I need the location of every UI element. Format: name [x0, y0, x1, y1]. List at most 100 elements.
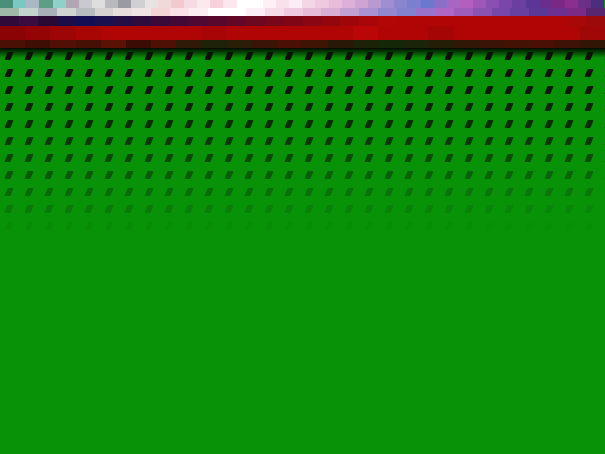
noise-block — [0, 8, 19, 16]
purple-block — [586, 16, 605, 26]
purple-block — [472, 16, 492, 26]
red-block — [554, 26, 580, 40]
noise-block — [434, 8, 454, 16]
purple-block — [453, 16, 473, 26]
purple-block — [340, 16, 360, 26]
red-block — [378, 26, 404, 40]
purple-block — [170, 16, 190, 26]
purple-block — [245, 16, 265, 26]
dark-red-band — [0, 40, 605, 49]
red-block — [201, 26, 227, 40]
purple-block — [151, 16, 171, 26]
red-block — [579, 26, 605, 40]
noise-block — [264, 8, 284, 16]
red-block — [50, 26, 76, 40]
darkred-block — [0, 40, 26, 49]
darkred-block — [554, 40, 580, 49]
red-block — [100, 26, 127, 40]
purple-noise-band — [0, 16, 605, 26]
noise-block — [491, 8, 511, 16]
noise-block — [37, 8, 57, 16]
red-block — [75, 26, 101, 40]
noise-block — [321, 8, 341, 16]
red-block — [25, 26, 51, 40]
noise-block — [207, 8, 227, 16]
darkred-block — [100, 40, 127, 49]
noise-block — [151, 8, 171, 16]
purple-block — [189, 16, 208, 26]
noise-block — [56, 8, 76, 16]
darkred-block — [579, 40, 605, 49]
red-block — [277, 26, 303, 40]
darkred-block — [352, 40, 379, 49]
darkred-block — [25, 40, 51, 49]
red-block — [352, 26, 379, 40]
darkred-block — [226, 40, 253, 49]
purple-block — [75, 16, 95, 26]
purple-block — [0, 16, 19, 26]
noise-block — [378, 8, 398, 16]
red-block — [126, 26, 152, 40]
red-bleed-gradient — [0, 48, 605, 58]
noise-block — [283, 8, 303, 16]
darkred-block — [327, 40, 353, 49]
noise-block — [113, 8, 133, 16]
noise-block — [245, 8, 265, 16]
darkred-block — [378, 40, 404, 49]
purple-block — [567, 16, 587, 26]
red-block — [453, 26, 479, 40]
purple-block — [94, 16, 114, 26]
red-block — [226, 26, 253, 40]
noise-block — [510, 8, 530, 16]
noise-block — [75, 8, 95, 16]
purple-block — [548, 16, 568, 26]
noise-block — [340, 8, 360, 16]
noise-block — [359, 8, 379, 16]
red-block — [0, 26, 26, 40]
purple-block — [283, 16, 303, 26]
green-field — [0, 48, 605, 454]
noise-band-secondary — [0, 8, 605, 16]
darkred-block — [75, 40, 101, 49]
noise-block — [189, 8, 208, 16]
noise-block — [18, 8, 38, 16]
red-block — [176, 26, 202, 40]
red-block — [504, 26, 530, 40]
purple-block — [510, 16, 530, 26]
purple-block — [113, 16, 133, 26]
darkred-block — [252, 40, 278, 49]
noise-block — [415, 8, 435, 16]
noise-block — [397, 8, 416, 16]
red-block — [478, 26, 505, 40]
red-block — [151, 26, 177, 40]
red-block — [529, 26, 555, 40]
darkred-block — [201, 40, 227, 49]
darkred-block — [504, 40, 530, 49]
noise-block — [302, 8, 322, 16]
purple-block — [434, 16, 454, 26]
red-block — [428, 26, 454, 40]
noise-block — [94, 8, 114, 16]
darkred-block — [176, 40, 202, 49]
darkred-block — [478, 40, 505, 49]
noise-block — [170, 8, 190, 16]
noise-block — [472, 8, 492, 16]
purple-block — [397, 16, 416, 26]
purple-block — [491, 16, 511, 26]
darkred-block — [529, 40, 555, 49]
darkred-block — [50, 40, 76, 49]
purple-block — [302, 16, 322, 26]
darkred-block — [453, 40, 479, 49]
noise-block — [548, 8, 568, 16]
purple-block — [132, 16, 152, 26]
purple-block — [56, 16, 76, 26]
red-block — [327, 26, 353, 40]
red-block — [302, 26, 328, 40]
purple-block — [18, 16, 38, 26]
darkred-block — [151, 40, 177, 49]
purple-block — [207, 16, 227, 26]
noise-block — [529, 8, 549, 16]
darkred-block — [126, 40, 152, 49]
noise-block — [567, 8, 587, 16]
